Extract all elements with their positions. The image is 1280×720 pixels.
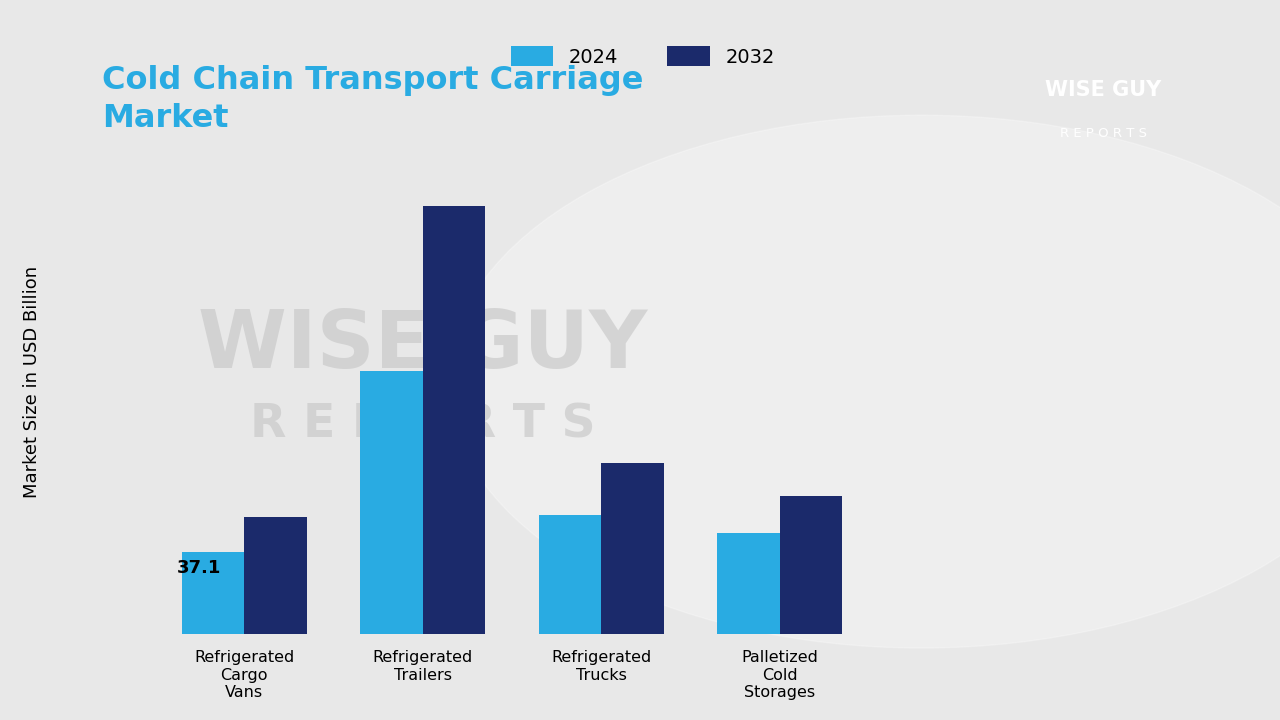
Text: R E P O R T S: R E P O R T S [250, 402, 595, 447]
Circle shape [448, 115, 1280, 648]
Text: R E P O R T S: R E P O R T S [1060, 127, 1147, 140]
Bar [182, 552, 244, 634]
Bar [244, 518, 307, 634]
Bar [360, 371, 422, 634]
Text: 37.1: 37.1 [177, 559, 221, 577]
Bar [780, 495, 842, 634]
Text: WISE GUY: WISE GUY [1046, 80, 1161, 100]
Bar [717, 533, 780, 634]
Text: Market Size in USD Billion: Market Size in USD Billion [23, 266, 41, 498]
Bar [602, 463, 664, 634]
Bar [539, 516, 602, 634]
Text: WISE GUY: WISE GUY [197, 307, 648, 384]
Bar [422, 207, 485, 634]
Legend: 2024, 2032: 2024, 2032 [503, 39, 782, 75]
Text: Cold Chain Transport Carriage
Market: Cold Chain Transport Carriage Market [102, 65, 644, 134]
